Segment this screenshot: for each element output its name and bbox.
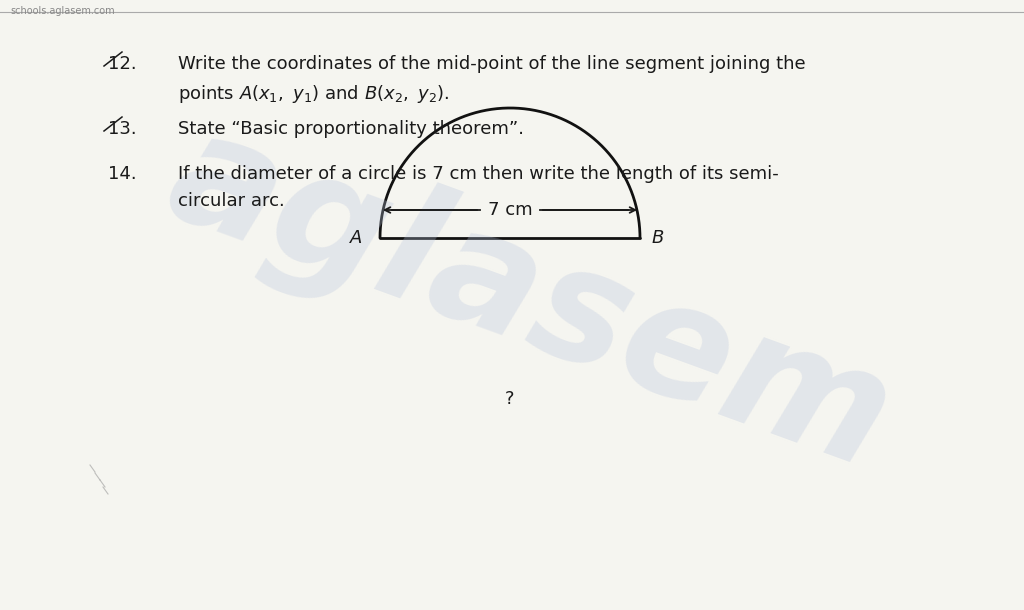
Text: State “Basic proportionality theorem”.: State “Basic proportionality theorem”. [178, 120, 524, 138]
Text: If the diameter of a circle is 7 cm then write the length of its semi-: If the diameter of a circle is 7 cm then… [178, 165, 778, 183]
Text: A: A [349, 229, 362, 247]
Text: circular arc.: circular arc. [178, 192, 285, 210]
Text: aglasem: aglasem [148, 97, 911, 503]
Text: 12.: 12. [108, 55, 136, 73]
Text: 13.: 13. [108, 120, 136, 138]
Text: points $A\left( x_1 ,\ y_1\right)$ and $B\left( x_2 ,\ y_2\right).$: points $A\left( x_1 ,\ y_1\right)$ and $… [178, 83, 450, 105]
Text: schools.aglasem.com: schools.aglasem.com [10, 6, 115, 16]
Text: ?: ? [505, 390, 515, 408]
Text: 14.: 14. [108, 165, 136, 183]
Text: 7 cm: 7 cm [487, 201, 532, 219]
Text: B: B [652, 229, 665, 247]
Text: Write the coordinates of the mid-point of the line segment joining the: Write the coordinates of the mid-point o… [178, 55, 806, 73]
